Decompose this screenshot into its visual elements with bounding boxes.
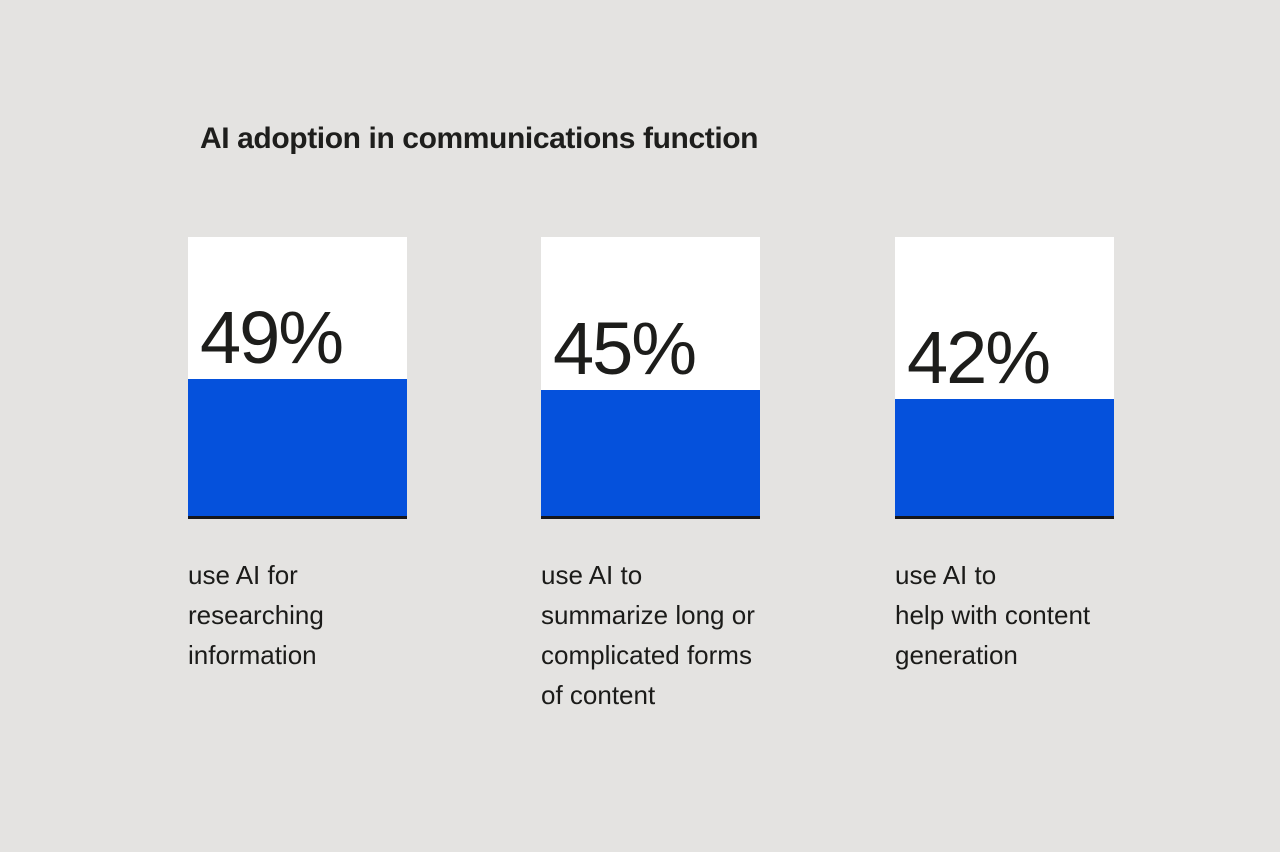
bar-fill xyxy=(895,398,1114,516)
bar-card: 42% xyxy=(895,237,1114,519)
bar-card: 49% xyxy=(188,237,407,519)
chart-title: AI adoption in communications function xyxy=(200,122,759,155)
bar-card-group: 49% use AI for researching information xyxy=(188,237,407,670)
bar-value-label: 42% xyxy=(907,315,1051,399)
bar-caption: use AI to summarize long or complicated … xyxy=(541,560,755,710)
bar-fill xyxy=(541,390,760,516)
bar-caption: use AI to help with content generation xyxy=(895,560,1091,670)
bar-fill xyxy=(188,379,407,516)
bar-card: 45% xyxy=(541,237,760,519)
bar-card-group: 42% use AI to help with content generati… xyxy=(895,237,1114,670)
bar-value-label: 49% xyxy=(200,296,344,380)
bar-card-group: 45% use AI to summarize long or complica… xyxy=(541,237,760,710)
bar-caption: use AI for researching information xyxy=(188,560,324,670)
bar-value-label: 45% xyxy=(553,307,697,391)
